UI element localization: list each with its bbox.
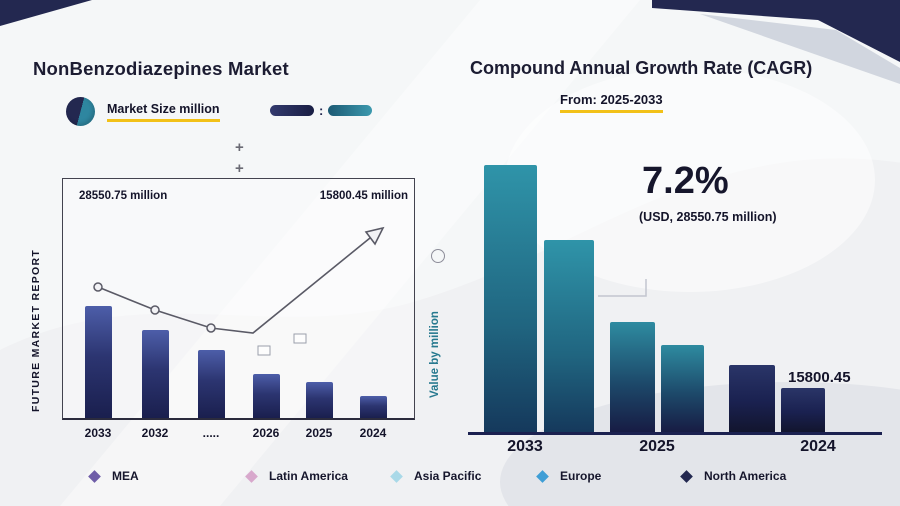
cagr-bars [468,130,882,432]
navy-pill-icon [270,105,314,116]
legend-label: North America [704,469,787,483]
market-bar-..... [198,350,225,418]
left-axis-year-label: ..... [202,426,220,440]
left-axis-year-label: 2032 [141,426,169,440]
market-bar-2025 [306,382,333,418]
market-bar-2026 [253,374,280,418]
market-size-legend-label: Market Size million [107,102,220,122]
chart-end-value-label: 15800.45 million [319,190,408,202]
right-chart-x-axis: 2033 2025 2024 [468,438,882,458]
cagr-bar-2033-b [544,240,594,432]
legend-item-north-america: North America [680,469,787,483]
legend-label: Latin America [269,469,348,483]
legend-diamond-icon [245,469,258,483]
cagr-title: Compound Annual Growth Rate (CAGR) [470,58,813,78]
teal-pill-icon [328,105,373,116]
circle-decoration-icon [431,249,445,263]
legend-diamond-icon [390,469,403,483]
left-chart-x-axis: 2033 2032..... 2026 2025 2024 [62,426,415,442]
legend-diamond-icon [536,469,549,483]
left-axis-year-label: 2026 [252,426,280,440]
market-bar-2033 [85,306,112,418]
legend-label: Europe [560,469,602,483]
legend-label: MEA [112,469,139,483]
top-right-corner-ribbon [652,0,900,62]
corner-bracket-decoration [598,279,647,297]
plus-mark-decoration: + [235,160,244,177]
cagr-chart-frame [468,130,882,435]
legend-diamond-icon [88,469,101,483]
cagr-bar-2033-a [484,165,537,432]
left-axis-year-label: 2024 [359,426,387,440]
pill-separator: : [319,103,324,118]
market-bar-2024 [360,396,387,418]
cagr-bar-2025-b [661,345,704,432]
right-axis-year-label: 2025 [639,438,675,455]
cagr-detail: (USD, 28550.75 million) [639,210,777,224]
left-axis-year-label: 2033 [84,426,112,440]
top-right-ribbon-shadow [700,14,900,84]
legend-item-europe: Europe [536,469,602,483]
legend-item-asia-pacific: Asia Pacific [390,469,482,483]
market-bar-2032 [142,330,169,418]
value-by-million-vertical-label: Value by million [429,311,441,399]
cagr-bar-2024-a [729,365,775,432]
left-chart-title: NonBenzodiazepines Market [33,58,289,79]
soft-highlight [505,68,875,292]
cagr-percentage: 7.2% [642,160,729,202]
right-axis-year-label: 2024 [800,438,836,455]
legend-diamond-icon [680,469,693,483]
legend-item-mea: MEA [88,469,139,483]
legend-pill-row: : [270,103,373,118]
chart-start-value-label: 28550.75 million [79,190,168,202]
cagr-subtitle: From: 2025-2033 [560,92,663,113]
future-market-report-vertical-label: FUTURE MARKET REPORT [30,248,42,412]
cagr-bar-2025-a [610,322,655,432]
region-legend: MEA Latin America Asia Pacific Europe North … [0,469,900,489]
market-size-sphere-icon [66,97,95,126]
market-size-bars [63,179,414,418]
plus-mark-decoration: + [235,139,244,156]
legend-label: Asia Pacific [414,469,482,483]
left-axis-year-label: 2025 [305,426,333,440]
legend-item-latin-america: Latin America [245,469,348,483]
top-left-corner-ribbon [0,0,92,26]
right-axis-year-label: 2033 [507,438,543,455]
market-size-chart-frame: 28550.75 million 15800.45 million [62,178,415,420]
cagr-bar-2024-b [781,388,825,432]
cagr-annotation-value: 15800.45 [788,369,851,386]
